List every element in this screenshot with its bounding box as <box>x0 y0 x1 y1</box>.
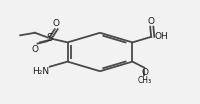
Text: O: O <box>53 19 60 28</box>
Text: CH₃: CH₃ <box>137 76 151 85</box>
Text: OH: OH <box>155 32 168 41</box>
Text: O: O <box>148 17 155 26</box>
Text: O: O <box>31 45 38 54</box>
Text: O: O <box>141 68 148 77</box>
Text: S: S <box>47 33 53 43</box>
Text: H₂N: H₂N <box>32 67 49 76</box>
